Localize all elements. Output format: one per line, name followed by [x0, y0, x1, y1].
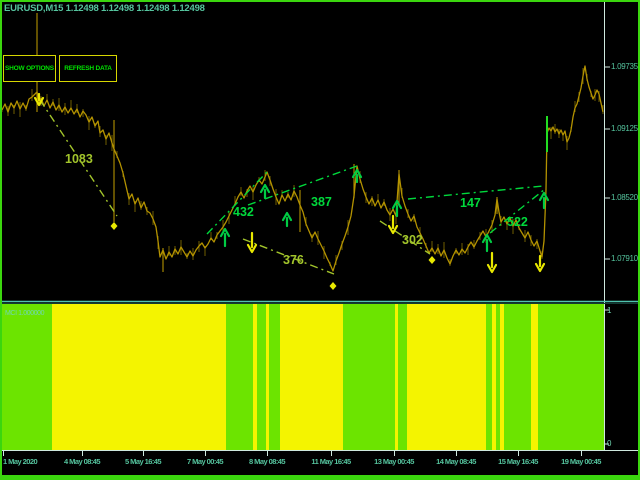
trend-line-value: 387 — [311, 195, 332, 209]
window-border-right — [638, 0, 640, 480]
trend-line-value: 302 — [402, 233, 423, 247]
time-axis-label: 1 May 2020 — [3, 457, 38, 466]
trend-line — [489, 188, 546, 234]
down-arrow-icon — [486, 263, 498, 274]
indicator-stripe — [486, 304, 492, 450]
trend-line — [206, 171, 268, 235]
time-axis-label: 4 May 08:45 — [63, 457, 101, 466]
up-arrow-icon — [281, 211, 293, 222]
price-axis-label: 1.09735 — [611, 62, 638, 71]
window-border-bottom — [0, 475, 640, 480]
indicator-scale-max: 1 — [607, 306, 612, 315]
indicator-stripe — [269, 304, 280, 450]
trend-line-value: 376 — [283, 253, 304, 267]
indicator-scale-min: 0 — [607, 439, 612, 448]
trend-line — [379, 220, 431, 255]
indicator-stripe — [226, 304, 253, 450]
indicator-stripe — [266, 304, 269, 450]
symbol-ohlc-text: EURUSD,M15 1.12498 1.12498 1.12498 1.124… — [4, 3, 205, 14]
up-arrow-icon — [351, 168, 363, 179]
time-axis-label: 8 May 08:45 — [248, 457, 286, 466]
trend-line-value: 522 — [507, 215, 528, 229]
trend-line-value: 432 — [233, 205, 254, 219]
window-border-top — [0, 0, 640, 2]
time-axis-label: 7 May 00:45 — [186, 457, 224, 466]
indicator-label: MCI 1.000000 — [5, 310, 45, 317]
time-axis-label: 19 May 00:45 — [561, 457, 601, 466]
indicator-stripe — [343, 304, 395, 450]
time-axis-label: 11 May 16:45 — [311, 457, 351, 466]
indicator-stripe — [52, 304, 226, 450]
trend-line — [247, 165, 358, 206]
indicator-stripe — [492, 304, 496, 450]
diamond-marker-icon — [110, 222, 118, 230]
time-axis-label: 14 May 08:45 — [436, 457, 476, 466]
time-axis-label: 13 May 00:45 — [374, 457, 414, 466]
price-axis-label: 1.08520 — [611, 193, 638, 202]
indicator-stripe — [500, 304, 504, 450]
diamond-marker-icon — [428, 256, 436, 264]
indicator-stripe — [407, 304, 486, 450]
price-axis-label: 1.09125 — [611, 124, 638, 133]
time-axis-label: 5 May 16:45 — [124, 457, 162, 466]
down-arrow-icon — [246, 243, 258, 254]
time-axis: 1 May 2020 4 May 08:45 5 May 16:45 7 May 00… — [0, 457, 640, 471]
trend-line — [39, 99, 118, 217]
indicator-stripe — [253, 304, 257, 450]
up-arrow-icon — [481, 233, 493, 244]
indicator-stripe — [538, 304, 604, 450]
show-options-button[interactable]: SHOW OPTIONS — [3, 55, 56, 82]
indicator-stripe — [398, 304, 407, 450]
trend-line — [242, 238, 335, 275]
refresh-data-button[interactable]: REFRESH DATA — [59, 55, 117, 82]
time-axis-label: 15 May 16:45 — [498, 457, 538, 466]
diamond-marker-icon — [329, 282, 337, 290]
indicator-stripe — [504, 304, 531, 450]
price-axis: 1.09735 1.09125 1.08520 1.07910 — [611, 62, 638, 263]
indicator-stripe — [280, 304, 343, 450]
up-arrow-icon — [538, 191, 550, 202]
indicator-stripe — [395, 304, 398, 450]
down-arrow-icon — [33, 96, 45, 107]
indicator-stripe — [531, 304, 538, 450]
window-border-left — [0, 0, 2, 480]
indicator-stripe — [257, 304, 266, 450]
up-arrow-icon — [219, 227, 231, 238]
indicator-stripe — [2, 304, 52, 450]
trend-line-value: 1083 — [65, 152, 93, 166]
price-line — [1, 65, 604, 272]
indicator-panel — [2, 304, 604, 450]
down-arrow-icon — [534, 262, 546, 273]
down-arrow-icon — [387, 224, 399, 235]
price-axis-label: 1.07910 — [611, 254, 638, 263]
up-arrow-icon — [259, 183, 271, 194]
up-arrow-icon — [391, 199, 403, 210]
trend-line-value: 147 — [460, 196, 481, 210]
trend-line — [407, 185, 544, 200]
indicator-stripe — [496, 304, 500, 450]
